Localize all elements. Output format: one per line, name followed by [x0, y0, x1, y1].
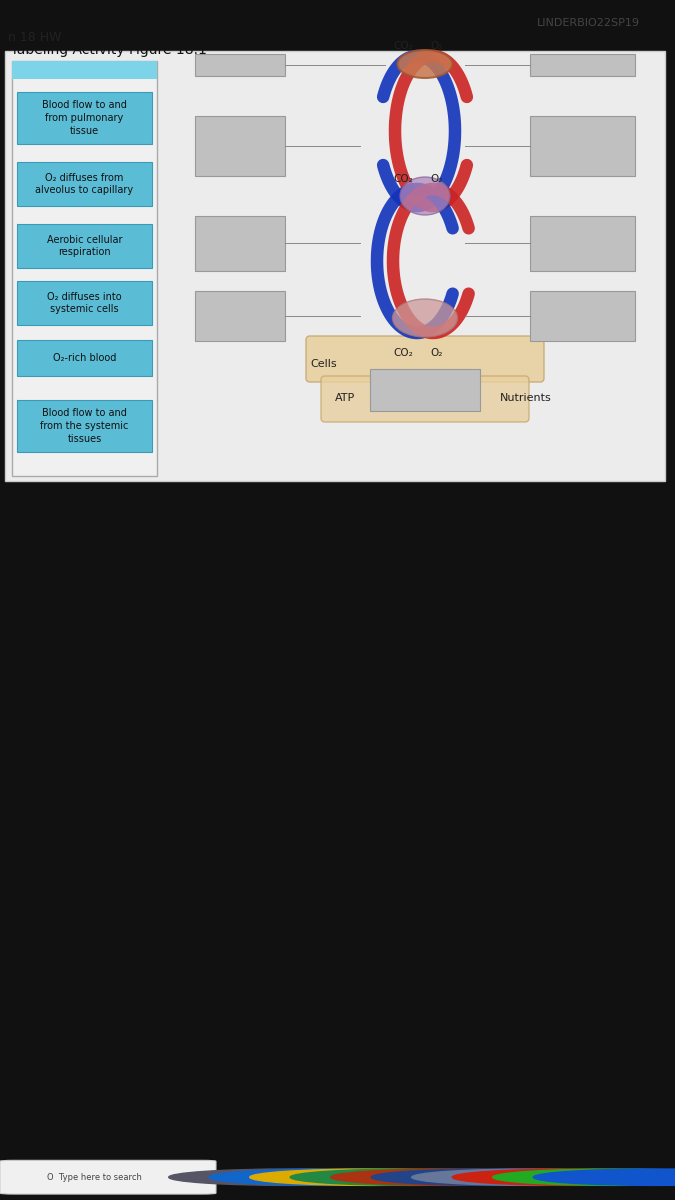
FancyBboxPatch shape — [17, 162, 152, 206]
Text: n 18 HW: n 18 HW — [8, 31, 61, 44]
Text: CO₂: CO₂ — [394, 174, 413, 184]
FancyBboxPatch shape — [17, 281, 152, 325]
Text: Blood flow to and
from pulmonary
tissue: Blood flow to and from pulmonary tissue — [42, 101, 127, 136]
Circle shape — [331, 1169, 574, 1186]
Ellipse shape — [392, 299, 458, 337]
Ellipse shape — [398, 50, 452, 78]
Circle shape — [169, 1169, 412, 1186]
FancyBboxPatch shape — [530, 216, 635, 271]
Circle shape — [250, 1169, 493, 1186]
Circle shape — [493, 1169, 675, 1186]
Text: Blood flow to and
from the systemic
tissues: Blood flow to and from the systemic tiss… — [40, 408, 129, 444]
Text: O₂ diffuses from
alveolus to capillary: O₂ diffuses from alveolus to capillary — [35, 173, 134, 196]
Text: O₂-rich blood: O₂-rich blood — [53, 353, 116, 362]
Circle shape — [209, 1169, 452, 1186]
FancyBboxPatch shape — [530, 116, 635, 176]
Text: O₂ diffuses into
systemic cells: O₂ diffuses into systemic cells — [47, 292, 122, 314]
Text: Aerobic cellular
respiration: Aerobic cellular respiration — [47, 235, 122, 257]
Text: ATP: ATP — [335, 392, 355, 403]
FancyBboxPatch shape — [195, 54, 285, 76]
FancyBboxPatch shape — [17, 224, 152, 268]
Text: O  Type here to search: O Type here to search — [47, 1172, 142, 1182]
FancyBboxPatch shape — [12, 61, 157, 79]
Text: CO₂: CO₂ — [394, 41, 413, 50]
Text: O₂: O₂ — [430, 41, 442, 50]
FancyBboxPatch shape — [0, 1160, 216, 1194]
FancyBboxPatch shape — [5, 50, 665, 481]
Text: O₂: O₂ — [430, 174, 442, 184]
Text: Cells: Cells — [310, 359, 337, 370]
FancyBboxPatch shape — [530, 54, 635, 76]
FancyBboxPatch shape — [12, 61, 157, 476]
Text: CO₂: CO₂ — [394, 348, 413, 358]
FancyBboxPatch shape — [17, 400, 152, 452]
Circle shape — [412, 1169, 655, 1186]
FancyBboxPatch shape — [195, 216, 285, 271]
FancyBboxPatch shape — [195, 116, 285, 176]
FancyBboxPatch shape — [530, 290, 635, 341]
Circle shape — [452, 1169, 675, 1186]
FancyBboxPatch shape — [321, 376, 529, 422]
Text: -labeling Activity Figure 18.1: -labeling Activity Figure 18.1 — [8, 43, 207, 56]
Circle shape — [290, 1169, 533, 1186]
Ellipse shape — [400, 176, 450, 215]
FancyBboxPatch shape — [370, 370, 480, 410]
FancyBboxPatch shape — [195, 290, 285, 341]
FancyBboxPatch shape — [17, 92, 152, 144]
Circle shape — [371, 1169, 614, 1186]
Text: O₂: O₂ — [430, 348, 442, 358]
Circle shape — [533, 1169, 675, 1186]
Text: LINDERBIO22SP19: LINDERBIO22SP19 — [537, 18, 640, 28]
FancyBboxPatch shape — [17, 340, 152, 376]
Text: Nutrients: Nutrients — [500, 392, 551, 403]
FancyBboxPatch shape — [306, 336, 544, 382]
